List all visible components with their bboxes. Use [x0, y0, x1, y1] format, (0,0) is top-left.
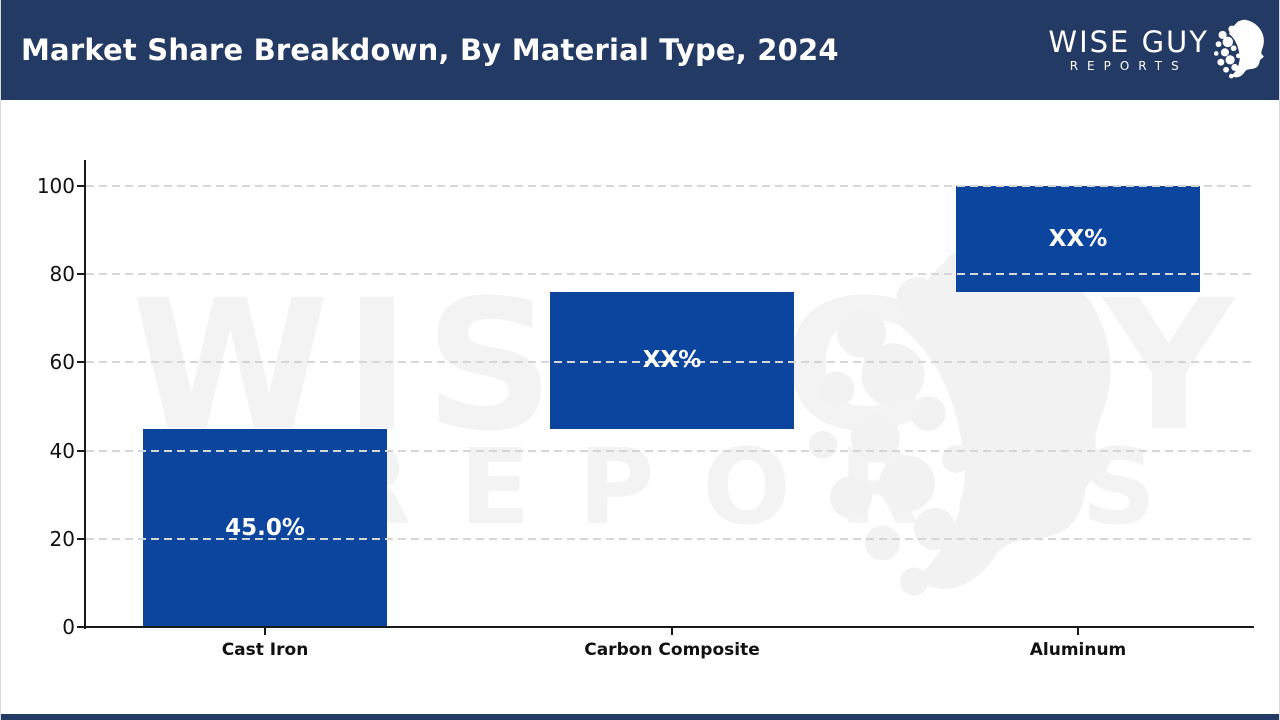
x-tick-mark-aluminum	[1077, 628, 1079, 635]
x-axis-label-cast-iron: Cast Iron	[221, 640, 309, 660]
logo-sub: REPORTS	[1069, 59, 1188, 74]
x-tick-mark-cast-iron	[264, 628, 266, 635]
page-title: Market Share Breakdown, By Material Type…	[21, 33, 839, 67]
x-tick-mark-carbon-composite	[671, 628, 673, 635]
y-tick-label-60: 60	[49, 350, 75, 375]
logo-name: WISE GUY	[1048, 24, 1209, 59]
y-tick-mark-60	[77, 361, 85, 364]
gridline-80	[86, 273, 1254, 276]
y-tick-label-40: 40	[49, 438, 75, 463]
y-axis-line	[84, 160, 86, 629]
wiseguy-head-icon	[1211, 14, 1269, 86]
wiseguy-logo: WISE GUY REPORTS	[1048, 10, 1269, 90]
x-axis-label-aluminum: Aluminum	[1029, 640, 1127, 660]
gridline-40	[86, 449, 1254, 452]
y-tick-label-100: 100	[36, 174, 75, 198]
header: Market Share Breakdown, By Material Type…	[1, 0, 1279, 100]
gridline-20	[86, 537, 1254, 540]
bar-value-label-carbon-composite: XX%	[642, 347, 702, 374]
y-tick-mark-0	[77, 626, 85, 628]
y-tick-mark-100	[77, 185, 85, 187]
y-tick-label-80: 80	[49, 262, 75, 287]
y-tick-label-0: 0	[62, 615, 75, 639]
logo-text: WISE GUY REPORTS	[1048, 24, 1209, 74]
y-tick-label-20: 20	[49, 526, 75, 551]
y-tick-mark-40	[77, 449, 85, 452]
gridline-100	[86, 185, 1254, 187]
x-axis-line	[84, 626, 1254, 628]
y-tick-mark-20	[77, 537, 85, 540]
bar-cast-iron	[143, 428, 387, 627]
x-axis-label-carbon-composite: Carbon Composite	[584, 640, 760, 660]
bar-value-label-aluminum: XX%	[1048, 225, 1108, 252]
footer-bar	[1, 714, 1279, 720]
bar-value-label-cast-iron: 45.0%	[225, 514, 305, 541]
gridline-60	[86, 361, 1254, 364]
y-tick-mark-80	[77, 273, 85, 276]
bar-carbon-composite	[550, 291, 794, 429]
